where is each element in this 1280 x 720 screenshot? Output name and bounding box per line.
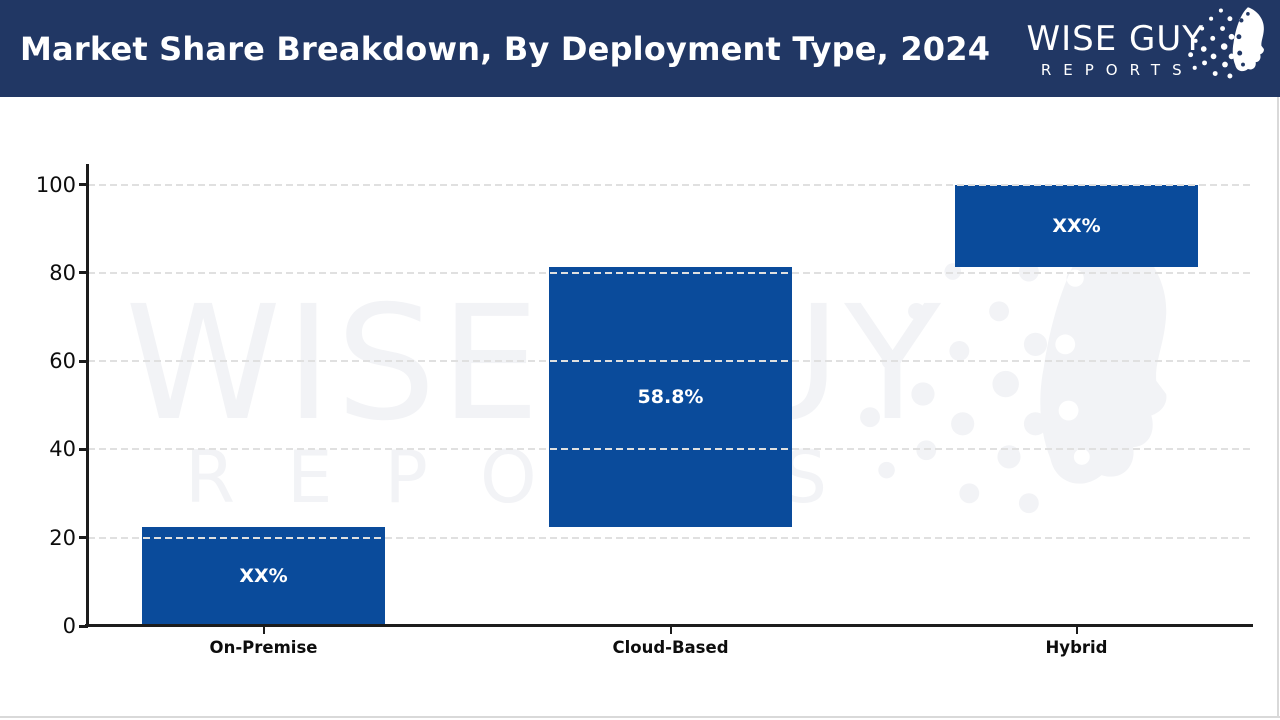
x-tick-label-on-premise: On-Premise	[209, 638, 318, 657]
x-tick-mark	[1075, 627, 1078, 634]
bottom-border	[0, 716, 1280, 718]
y-tick-mark	[79, 359, 88, 363]
gridline	[88, 271, 1253, 274]
bar-cloud-based: 58.8%	[549, 267, 792, 527]
y-tick-label: 60	[49, 349, 76, 374]
y-tick-mark	[79, 271, 88, 275]
wiseguy-logo: WISE GUY REPORTS	[1026, 4, 1266, 94]
y-tick-label: 40	[49, 437, 76, 462]
bar-value-label: XX%	[239, 565, 288, 588]
y-tick-label: 100	[35, 172, 76, 197]
y-axis-line	[86, 164, 89, 627]
right-border	[1277, 97, 1279, 718]
y-tick-label: 80	[49, 260, 76, 285]
x-tick-mark	[669, 627, 672, 634]
bar-value-label: XX%	[1052, 214, 1101, 237]
x-tick-label-cloud-based: Cloud-Based	[612, 638, 729, 657]
x-tick-label-hybrid: Hybrid	[1045, 638, 1108, 657]
bar-value-label: 58.8%	[637, 385, 704, 408]
gridline	[88, 183, 1253, 186]
bar-on-premise: XX%	[142, 526, 385, 626]
logo-text: WISE GUY REPORTS	[1026, 19, 1204, 79]
x-axis-line	[85, 624, 1253, 627]
y-tick-label: 0	[62, 614, 76, 638]
y-tick-mark	[79, 624, 88, 628]
logo-wordmark: WISE GUY	[1026, 19, 1204, 59]
x-tick-mark	[262, 627, 265, 634]
logo-subtitle: REPORTS	[1040, 61, 1194, 79]
header-banner: Market Share Breakdown, By Deployment Ty…	[0, 0, 1280, 97]
watermark-wordmark: WISE GUY	[125, 272, 945, 456]
bar-hybrid: XX%	[955, 184, 1198, 268]
y-tick-mark	[79, 447, 88, 451]
page-title: Market Share Breakdown, By Deployment Ty…	[20, 29, 991, 68]
gridline	[88, 448, 1253, 451]
gridline	[88, 536, 1253, 539]
y-tick-mark	[79, 536, 88, 540]
gridline	[88, 360, 1253, 363]
y-tick-label: 20	[49, 525, 76, 550]
y-tick-mark	[79, 183, 88, 186]
